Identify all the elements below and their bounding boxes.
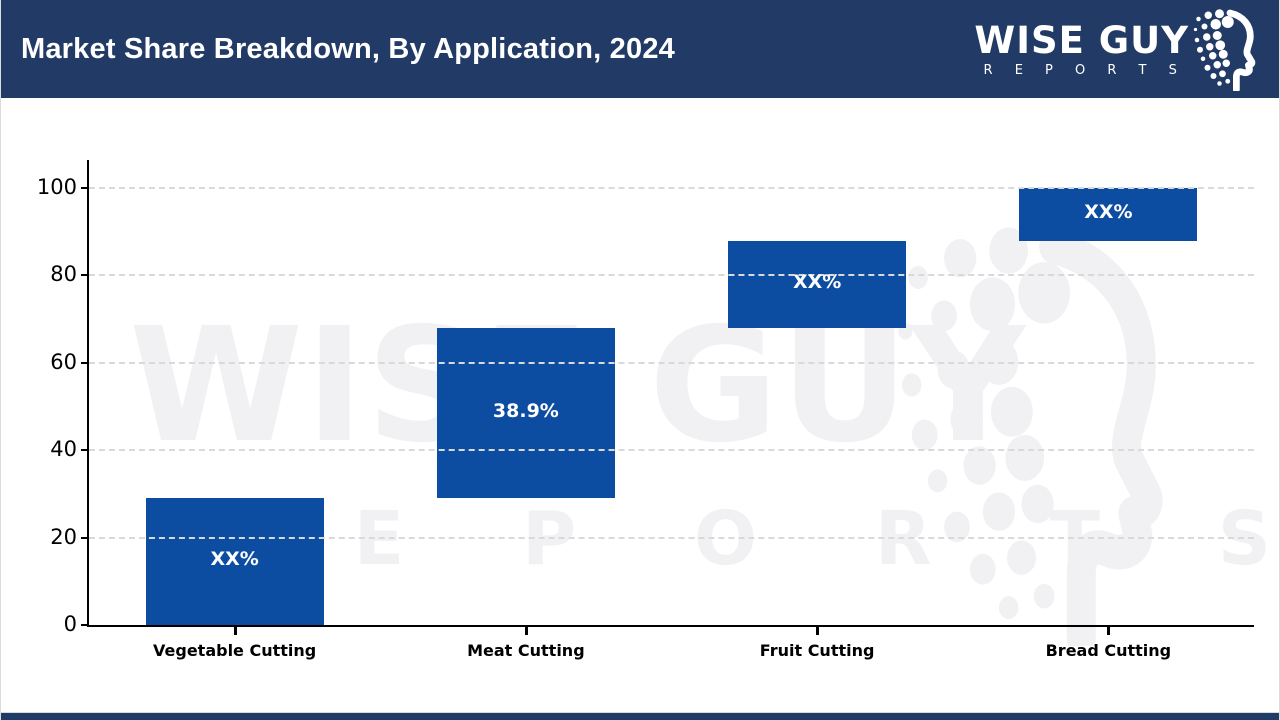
- bar-segment: [436, 327, 615, 498]
- logo-line2: R E P O R T S: [983, 62, 1186, 78]
- bar-value-label: 38.9%: [492, 399, 559, 422]
- y-tick: [81, 624, 89, 626]
- y-tick-label: 80: [50, 262, 77, 286]
- x-axis-line: [87, 625, 1254, 627]
- bar-value-label: XX%: [210, 548, 259, 571]
- page-title: Market Share Breakdown, By Application, …: [21, 32, 675, 65]
- y-tick-label: 0: [63, 612, 77, 636]
- y-tick: [81, 449, 89, 451]
- x-tick-label: Bread Cutting: [1045, 641, 1172, 660]
- gridline: [89, 536, 1254, 539]
- x-tick-label: Vegetable Cutting: [153, 641, 317, 660]
- y-tick: [81, 361, 89, 364]
- gridline: [89, 186, 1254, 189]
- y-tick: [81, 536, 89, 539]
- x-tick-label: Fruit Cutting: [759, 641, 875, 660]
- chart-canvas: WISE GUY R E P O R T S 0 20 40 60 80 100 XX% Ve…: [1, 98, 1279, 713]
- x-tick: [524, 627, 528, 635]
- footer-bar: [1, 712, 1279, 720]
- wiseguy-logo: WISE GUY R E P O R T S: [974, 7, 1261, 91]
- x-tick: [1107, 627, 1111, 635]
- x-tick-label: Meat Cutting: [467, 641, 585, 660]
- y-tick-label: 60: [50, 349, 77, 374]
- y-tick-label: 20: [50, 524, 77, 549]
- logo-line1: WISE GUY: [974, 18, 1189, 62]
- y-tick: [81, 274, 89, 276]
- logo-wordmark: WISE GUY R E P O R T S: [974, 22, 1189, 77]
- logo-face-icon: [1187, 7, 1261, 91]
- bar-value-label: XX%: [792, 271, 842, 294]
- x-tick: [233, 627, 237, 635]
- y-tick: [81, 186, 89, 189]
- bar-value-label: XX%: [1084, 201, 1133, 224]
- bar-segment: [145, 497, 324, 625]
- plot-area: 0 20 40 60 80 100 XX% Vegetable Cutting 38.9% Mea…: [1, 98, 1279, 713]
- header-bar: Market Share Breakdown, By Application, …: [1, 0, 1279, 98]
- y-tick-label: 100: [36, 174, 77, 199]
- y-tick-label: 40: [50, 437, 77, 461]
- gridline: [89, 274, 1254, 276]
- y-axis-line: [87, 160, 89, 627]
- x-tick: [816, 627, 820, 635]
- gridline: [89, 361, 1254, 364]
- bar-segment: [728, 240, 907, 328]
- gridline: [89, 449, 1254, 451]
